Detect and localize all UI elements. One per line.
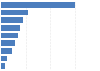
Bar (1, 25, 20, 31)
Bar (1, 56, 7, 61)
Bar (1, 10, 28, 15)
Bar (1, 40, 15, 46)
Bar (1, 2, 74, 8)
Bar (1, 48, 12, 54)
Bar (1, 63, 5, 69)
Bar (1, 17, 23, 23)
Bar (1, 33, 18, 38)
